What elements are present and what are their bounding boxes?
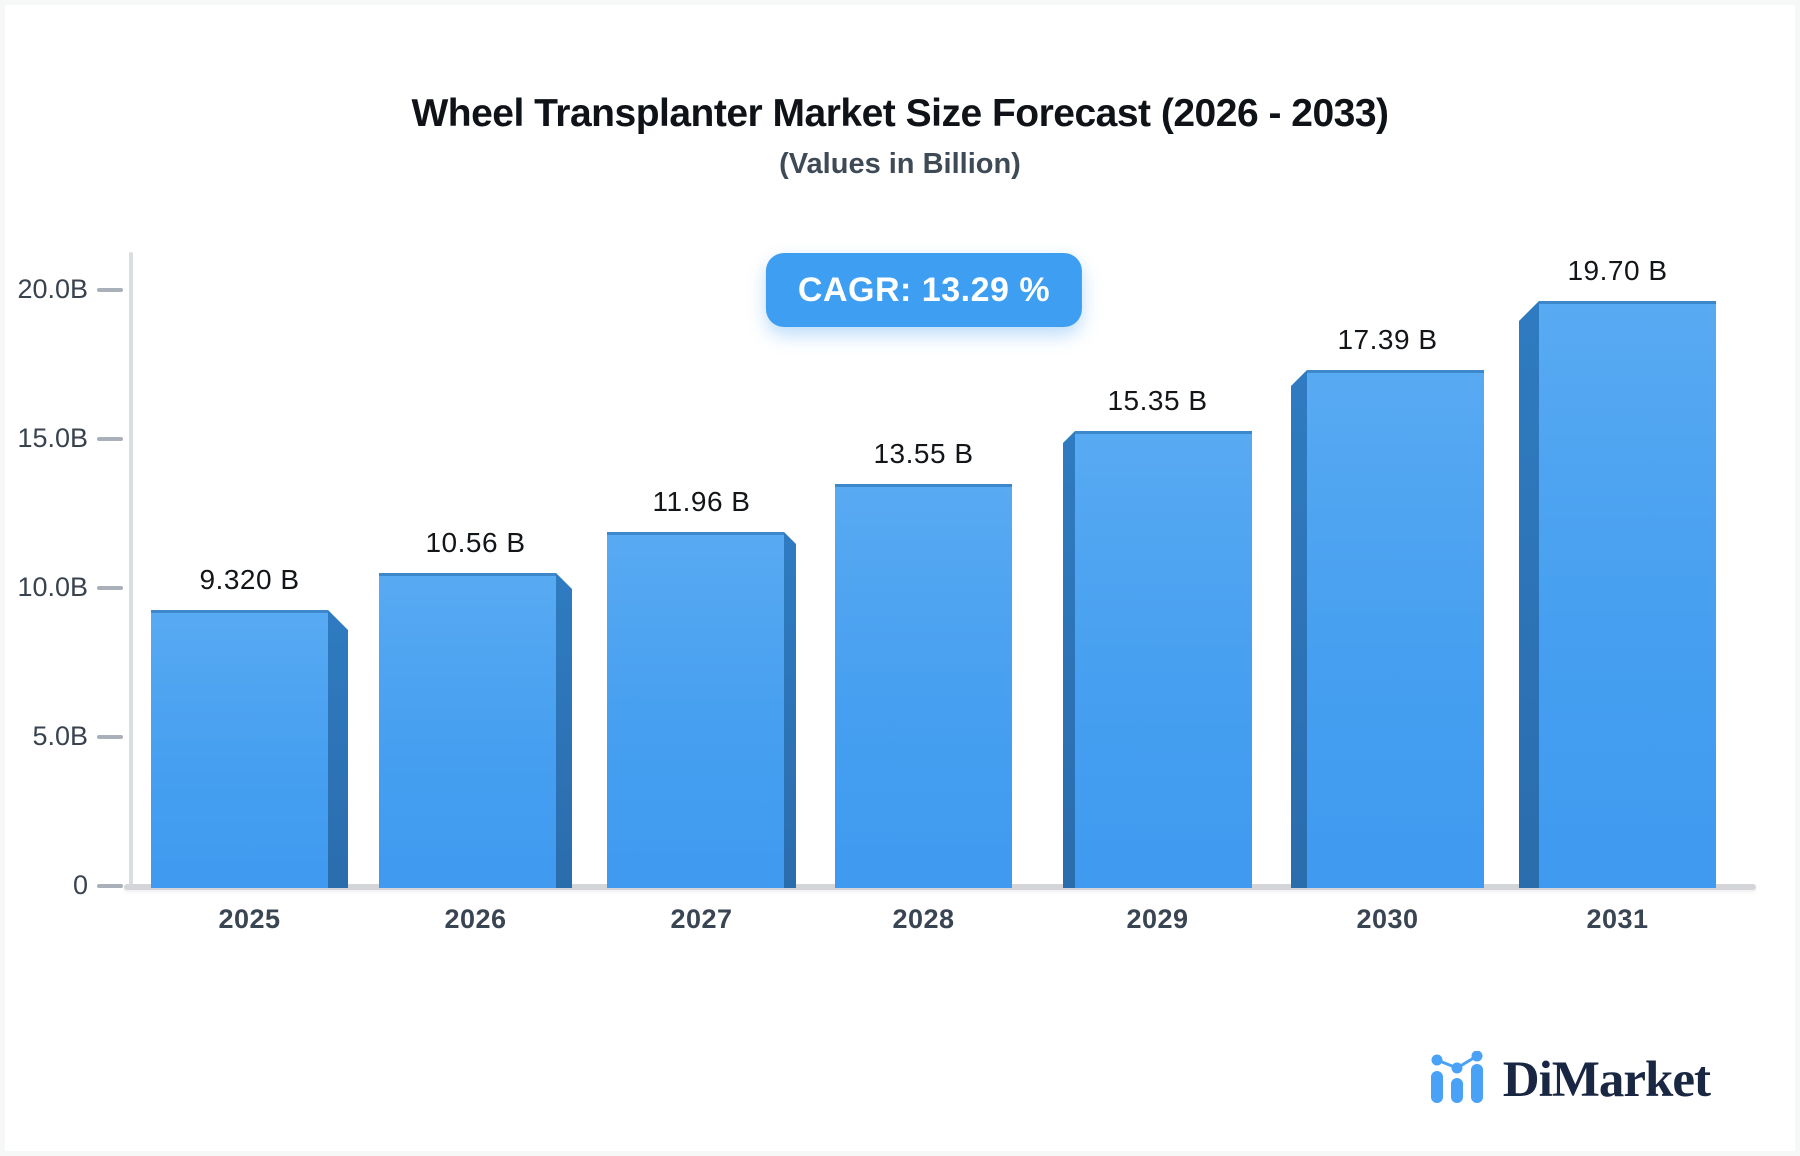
cagr-badge: CAGR: 13.29 %	[765, 253, 1083, 327]
bar-value-label: 9.320 B	[199, 564, 300, 595]
bar	[1063, 431, 1252, 888]
bar-face	[1307, 370, 1484, 888]
chart-title: Wheel Transplanter Market Size Forecast …	[411, 92, 1389, 135]
bar-side	[1291, 370, 1307, 888]
chart-subtitle: (Values in Billion)	[779, 148, 1021, 180]
bar-face	[835, 484, 1012, 888]
bar	[607, 532, 796, 888]
y-axis-label: 5.0B	[32, 721, 88, 751]
bar-side	[784, 532, 796, 888]
x-axis-label: 2029	[1126, 904, 1189, 934]
bar	[1291, 370, 1484, 888]
bar-face	[151, 610, 328, 888]
y-axis-tick	[97, 437, 123, 441]
bar	[835, 484, 1012, 888]
y-axis-label: 10.0B	[17, 572, 88, 602]
y-axis-label: 20.0B	[17, 274, 88, 304]
bar-side	[1519, 301, 1539, 888]
bar-value-label: 17.39 B	[1337, 324, 1438, 355]
dimarket-logo-icon	[1430, 1051, 1483, 1103]
x-axis-label: 2028	[892, 904, 955, 934]
bar-side	[328, 610, 348, 888]
x-axis-label: 2026	[444, 904, 507, 934]
bar-face	[1539, 301, 1716, 888]
y-axis-label: 0	[72, 870, 88, 900]
bar-value-label: 10.56 B	[425, 527, 526, 558]
bar	[379, 573, 572, 888]
bar-face	[379, 573, 556, 888]
dimarket-logo: DiMarket	[1428, 1051, 1711, 1109]
y-axis-tick	[97, 884, 123, 888]
bar-side	[1063, 431, 1075, 888]
y-axis-tick	[97, 586, 123, 590]
bar-value-label: 11.96 B	[652, 486, 751, 517]
y-axis-tick	[97, 735, 123, 739]
bar-value-label: 19.70 B	[1567, 255, 1668, 286]
x-axis-label: 2030	[1356, 904, 1419, 934]
bar	[1519, 301, 1716, 888]
dimarket-logo-text: DiMarket	[1502, 1051, 1711, 1108]
bar-face	[607, 532, 784, 888]
bar-value-label: 13.55 B	[873, 438, 974, 469]
y-axis-tick	[97, 288, 123, 292]
y-axis-line	[129, 252, 133, 889]
x-axis-label: 2031	[1586, 904, 1649, 934]
bar-value-label: 15.35 B	[1107, 385, 1208, 416]
y-axis-label: 15.0B	[17, 423, 88, 453]
x-axis-label: 2027	[670, 904, 733, 934]
x-axis-label: 2025	[218, 904, 281, 934]
bar-face	[1075, 431, 1252, 888]
bar-side	[556, 573, 572, 888]
bar	[151, 610, 348, 888]
